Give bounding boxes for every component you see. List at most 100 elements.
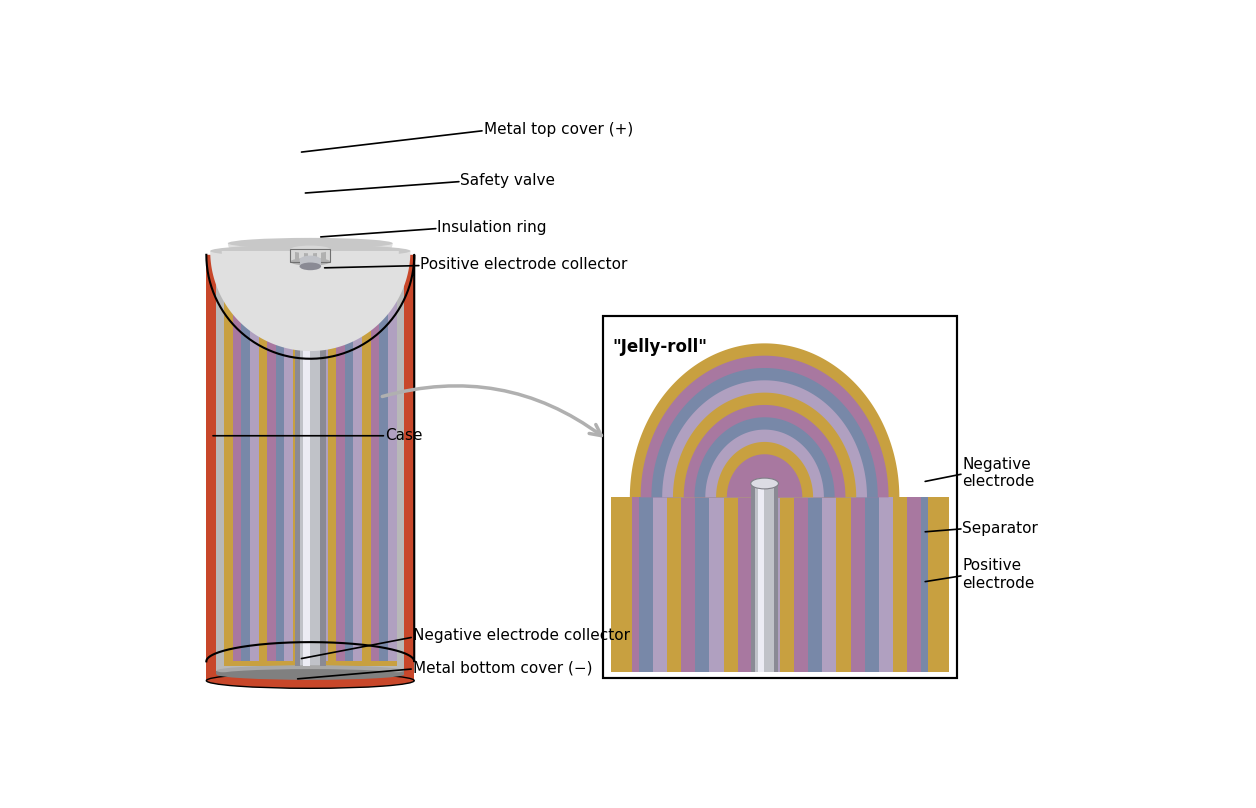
- Bar: [322, 250, 325, 262]
- Polygon shape: [662, 381, 867, 498]
- Bar: [921, 498, 936, 672]
- Bar: [379, 267, 388, 661]
- Polygon shape: [222, 251, 399, 339]
- Bar: [907, 498, 921, 672]
- Text: Safety valve: Safety valve: [461, 173, 555, 187]
- Bar: [639, 498, 653, 672]
- Bar: [301, 267, 310, 661]
- Bar: [751, 483, 755, 672]
- Bar: [304, 274, 310, 666]
- Ellipse shape: [222, 256, 398, 270]
- Bar: [780, 498, 794, 672]
- Text: Positive
electrode: Positive electrode: [962, 558, 1035, 591]
- Bar: [308, 250, 313, 262]
- Text: Metal bottom cover (−): Metal bottom cover (−): [413, 661, 592, 675]
- Polygon shape: [683, 405, 845, 498]
- Bar: [250, 267, 259, 661]
- Bar: [241, 267, 250, 661]
- Bar: [624, 498, 639, 672]
- Text: Negative
electrode: Negative electrode: [962, 457, 1035, 489]
- Bar: [224, 661, 397, 666]
- Bar: [696, 498, 710, 672]
- Bar: [313, 250, 317, 262]
- Bar: [353, 267, 362, 661]
- Bar: [610, 498, 632, 672]
- Bar: [295, 250, 299, 262]
- Bar: [224, 267, 232, 661]
- Bar: [850, 498, 864, 672]
- Bar: [232, 267, 241, 661]
- Ellipse shape: [299, 263, 322, 270]
- Bar: [325, 250, 330, 262]
- Ellipse shape: [216, 669, 404, 680]
- Polygon shape: [695, 417, 835, 498]
- Bar: [284, 267, 293, 661]
- Ellipse shape: [227, 238, 393, 249]
- Bar: [216, 251, 404, 675]
- Bar: [774, 483, 779, 672]
- Bar: [936, 498, 950, 672]
- Bar: [737, 498, 752, 672]
- Bar: [362, 267, 371, 661]
- Bar: [319, 267, 328, 661]
- Bar: [206, 255, 414, 680]
- Bar: [290, 250, 330, 262]
- Polygon shape: [206, 255, 414, 359]
- Bar: [299, 260, 322, 267]
- Text: Metal top cover (+): Metal top cover (+): [484, 122, 633, 137]
- Bar: [808, 498, 823, 672]
- Polygon shape: [210, 251, 411, 351]
- Polygon shape: [706, 430, 824, 498]
- Bar: [757, 483, 764, 672]
- Polygon shape: [227, 243, 393, 270]
- Bar: [337, 267, 345, 661]
- Bar: [299, 250, 304, 262]
- Bar: [304, 250, 308, 262]
- Ellipse shape: [222, 249, 398, 266]
- Bar: [766, 498, 780, 672]
- Ellipse shape: [216, 665, 404, 676]
- Bar: [653, 498, 667, 672]
- Polygon shape: [216, 255, 404, 349]
- Polygon shape: [206, 642, 414, 662]
- Bar: [928, 498, 950, 672]
- Bar: [371, 267, 379, 661]
- Bar: [290, 250, 295, 262]
- Ellipse shape: [216, 269, 404, 279]
- Ellipse shape: [290, 246, 330, 253]
- Bar: [293, 267, 301, 661]
- Bar: [276, 267, 284, 661]
- Polygon shape: [641, 356, 888, 498]
- Bar: [222, 257, 398, 263]
- Polygon shape: [727, 454, 803, 498]
- Bar: [836, 498, 850, 672]
- Ellipse shape: [295, 269, 325, 279]
- Text: Insulation ring: Insulation ring: [437, 221, 546, 235]
- Ellipse shape: [216, 246, 404, 256]
- Bar: [388, 267, 397, 661]
- Text: "Jelly-roll": "Jelly-roll": [612, 338, 707, 356]
- Bar: [751, 483, 779, 672]
- Bar: [667, 498, 681, 672]
- Ellipse shape: [751, 478, 779, 489]
- Polygon shape: [673, 393, 857, 498]
- Bar: [879, 498, 893, 672]
- Ellipse shape: [210, 245, 411, 257]
- Bar: [224, 261, 397, 267]
- Ellipse shape: [206, 673, 414, 688]
- Polygon shape: [652, 368, 878, 498]
- Bar: [752, 498, 766, 672]
- Bar: [603, 317, 957, 678]
- Text: Separator: Separator: [962, 520, 1039, 536]
- Bar: [268, 267, 276, 661]
- Bar: [310, 267, 319, 661]
- Bar: [864, 498, 879, 672]
- Bar: [823, 498, 836, 672]
- Bar: [216, 251, 404, 274]
- Bar: [320, 274, 325, 666]
- Bar: [345, 267, 353, 661]
- Bar: [723, 498, 737, 672]
- Bar: [710, 498, 723, 672]
- Bar: [893, 498, 907, 672]
- Polygon shape: [716, 442, 813, 498]
